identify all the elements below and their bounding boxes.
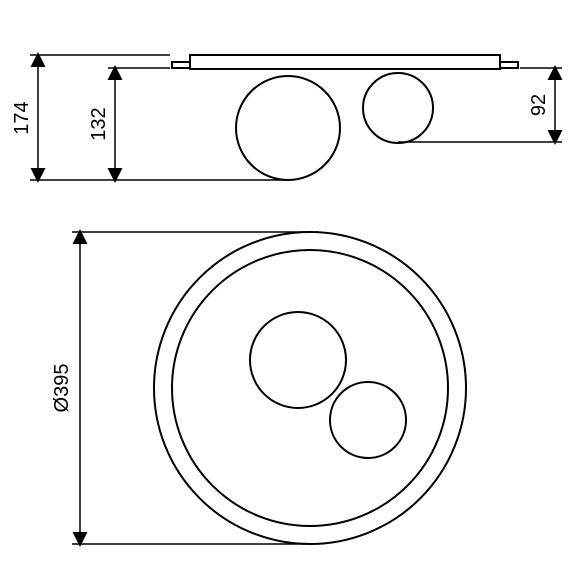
dim-diameter-label: Ø395 <box>51 364 73 413</box>
plate-circle <box>172 250 448 526</box>
dim-diameter: Ø395 <box>51 232 310 544</box>
dim-92-label: 92 <box>528 94 550 116</box>
flange-left <box>172 62 190 68</box>
flange-right <box>500 62 518 68</box>
small-sphere-side <box>363 73 433 143</box>
outer-circle <box>154 232 466 544</box>
big-sphere-top <box>250 312 346 408</box>
dim-174: 174 <box>11 55 288 180</box>
drawing-svg: 174 132 92 <box>0 0 577 565</box>
technical-drawing: 174 132 92 <box>0 0 577 565</box>
small-sphere-top <box>330 382 406 458</box>
dim-174-label: 174 <box>11 101 33 134</box>
dim-132-label: 132 <box>88 107 110 140</box>
top-view: Ø395 <box>51 232 466 544</box>
dim-132: 132 <box>88 68 170 180</box>
side-view: 174 132 92 <box>11 50 562 180</box>
dim-92: 92 <box>398 68 562 142</box>
big-sphere-side <box>236 76 340 180</box>
